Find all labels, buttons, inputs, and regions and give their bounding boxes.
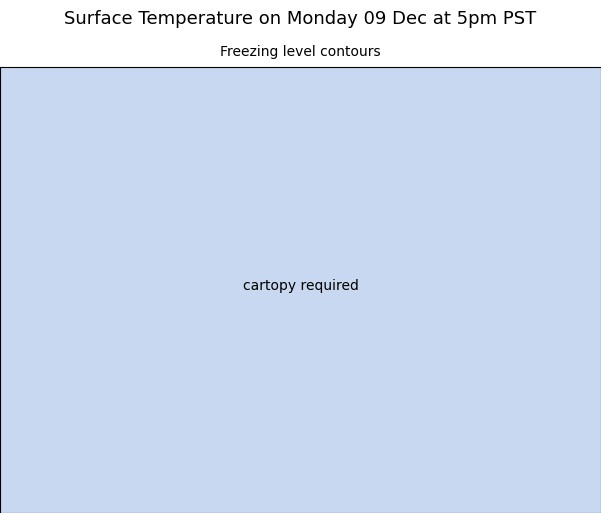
Text: Surface Temperature on Monday 09 Dec at 5pm PST: Surface Temperature on Monday 09 Dec at …	[64, 10, 537, 28]
Text: Freezing level contours: Freezing level contours	[220, 45, 381, 59]
Text: cartopy required: cartopy required	[243, 279, 358, 293]
